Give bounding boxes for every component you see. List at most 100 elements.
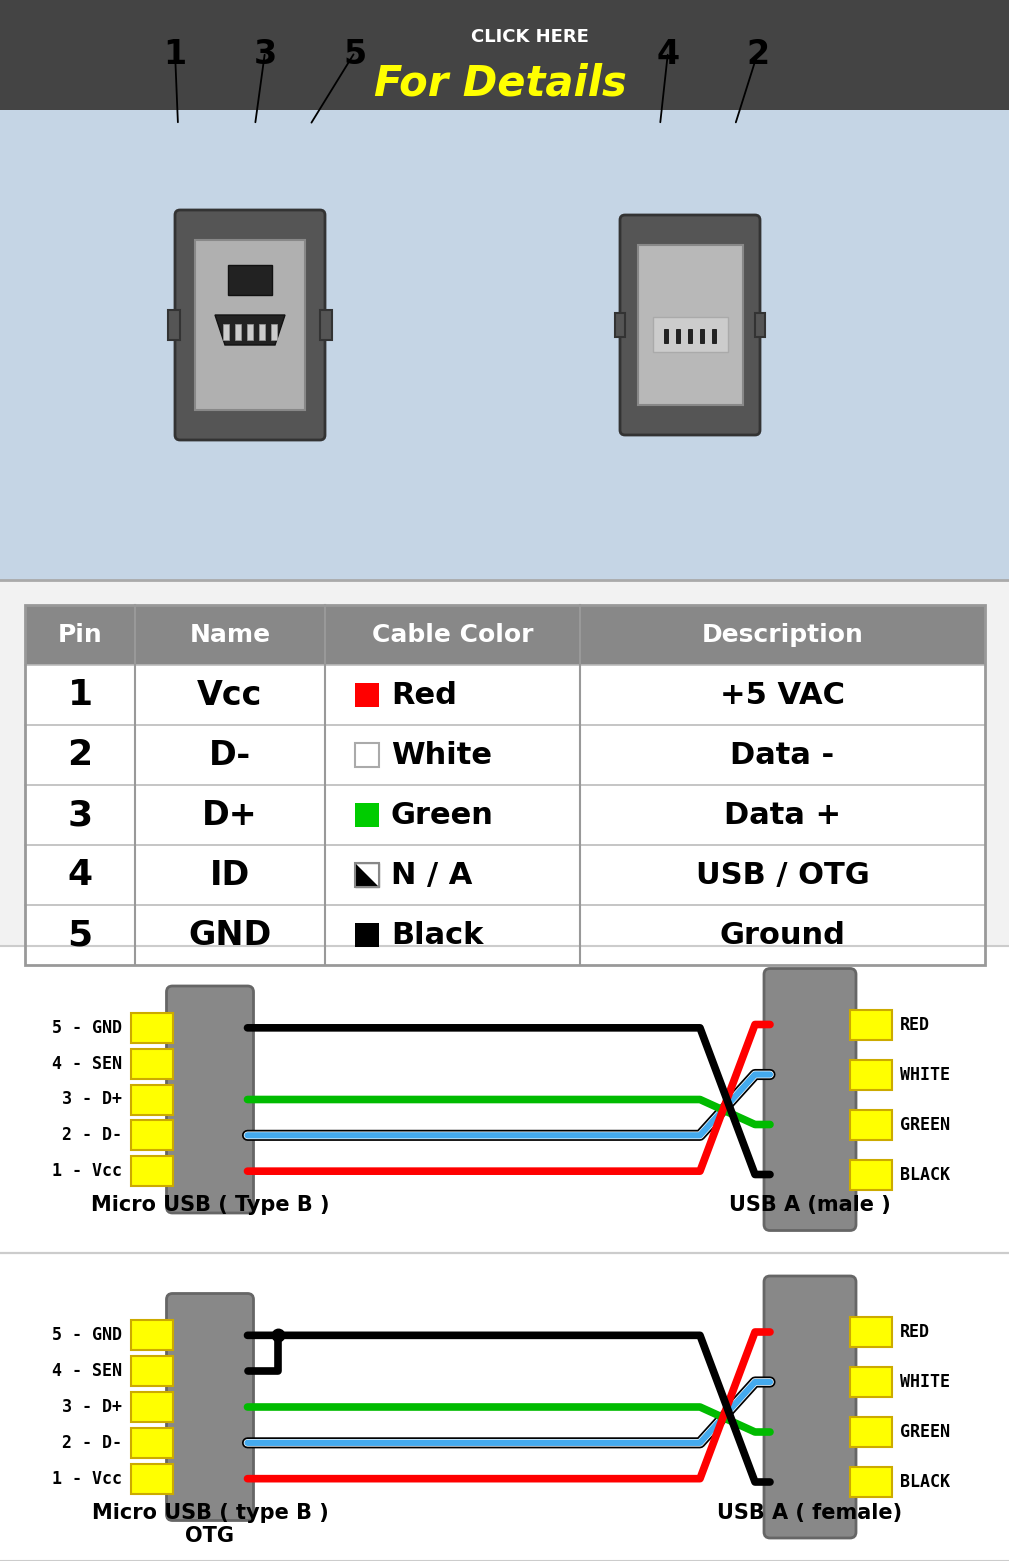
Text: 2: 2 xyxy=(747,37,770,70)
Bar xyxy=(355,802,379,827)
FancyBboxPatch shape xyxy=(764,968,856,1230)
Bar xyxy=(130,1121,173,1150)
Text: WHITE: WHITE xyxy=(900,1374,950,1391)
Bar xyxy=(0,946,1009,1253)
Text: D+: D+ xyxy=(202,799,258,832)
Text: OTG: OTG xyxy=(186,1527,234,1545)
Bar xyxy=(653,317,728,351)
Text: 4: 4 xyxy=(68,859,93,891)
Text: Vcc: Vcc xyxy=(198,679,262,712)
Bar xyxy=(355,923,379,948)
Bar xyxy=(235,325,241,340)
FancyBboxPatch shape xyxy=(620,215,760,436)
Text: 4 - SEN: 4 - SEN xyxy=(52,1363,122,1380)
Bar xyxy=(688,329,692,343)
Bar xyxy=(638,245,743,404)
Text: GND: GND xyxy=(189,918,271,952)
Polygon shape xyxy=(215,315,285,345)
Text: 3 - D+: 3 - D+ xyxy=(63,1399,122,1416)
FancyBboxPatch shape xyxy=(166,1294,253,1520)
Text: GREEN: GREEN xyxy=(900,1424,950,1441)
Bar xyxy=(130,1357,173,1386)
Text: BLACK: BLACK xyxy=(900,1166,950,1183)
Text: ID: ID xyxy=(210,859,250,891)
Bar xyxy=(25,905,985,965)
Bar xyxy=(712,329,716,343)
Bar xyxy=(850,1060,892,1090)
Bar xyxy=(0,109,1009,581)
Bar xyxy=(130,1464,173,1494)
FancyBboxPatch shape xyxy=(175,211,325,440)
Text: 5: 5 xyxy=(68,918,93,952)
Text: 1 - Vcc: 1 - Vcc xyxy=(52,1163,122,1180)
Text: For Details: For Details xyxy=(373,62,627,105)
Bar xyxy=(259,325,265,340)
Bar xyxy=(25,606,985,965)
Bar xyxy=(130,1157,173,1186)
Text: GREEN: GREEN xyxy=(900,1116,950,1133)
Text: CLICK HERE: CLICK HERE xyxy=(471,28,589,45)
Bar xyxy=(130,1428,173,1458)
Text: 4: 4 xyxy=(657,37,680,70)
Text: 2 - D-: 2 - D- xyxy=(63,1127,122,1144)
Text: Name: Name xyxy=(190,623,270,646)
Text: 2 - D-: 2 - D- xyxy=(63,1435,122,1452)
Text: White: White xyxy=(391,740,492,770)
Text: Pin: Pin xyxy=(58,623,102,646)
Bar xyxy=(130,1392,173,1422)
Text: Data +: Data + xyxy=(723,801,842,829)
Text: WHITE: WHITE xyxy=(900,1066,950,1083)
Bar xyxy=(700,329,704,343)
Text: 2: 2 xyxy=(68,738,93,773)
Bar xyxy=(850,1110,892,1140)
Text: 3: 3 xyxy=(253,37,276,70)
Bar xyxy=(850,1317,892,1347)
Text: RED: RED xyxy=(900,1324,930,1341)
Bar xyxy=(25,724,985,785)
Bar xyxy=(676,329,680,343)
Text: D-: D- xyxy=(209,738,251,771)
Text: Green: Green xyxy=(391,801,493,829)
Text: 1 - Vcc: 1 - Vcc xyxy=(52,1469,122,1488)
Bar xyxy=(664,329,668,343)
Text: 1: 1 xyxy=(163,37,187,70)
Bar xyxy=(25,665,985,724)
Bar xyxy=(25,606,985,665)
Text: Micro USB ( type B ): Micro USB ( type B ) xyxy=(92,1503,328,1524)
Bar xyxy=(0,1253,1009,1561)
Text: 3: 3 xyxy=(68,798,93,832)
Bar xyxy=(355,684,379,707)
Bar xyxy=(615,314,625,337)
Text: Black: Black xyxy=(391,921,483,949)
Text: Red: Red xyxy=(391,681,457,710)
Bar xyxy=(247,325,253,340)
Text: USB A ( female): USB A ( female) xyxy=(717,1503,903,1524)
Text: N / A: N / A xyxy=(391,860,472,890)
Text: Cable Color: Cable Color xyxy=(371,623,533,646)
Text: 1: 1 xyxy=(68,677,93,712)
Bar xyxy=(0,581,1009,946)
Bar xyxy=(355,743,379,766)
Bar xyxy=(195,240,305,411)
Text: 3 - D+: 3 - D+ xyxy=(63,1091,122,1108)
Bar xyxy=(228,265,272,295)
Bar xyxy=(0,0,1009,109)
Bar xyxy=(130,1085,173,1115)
Bar xyxy=(850,1160,892,1189)
Text: USB / OTG: USB / OTG xyxy=(695,860,870,890)
Bar xyxy=(271,325,277,340)
Bar xyxy=(755,314,765,337)
Text: Ground: Ground xyxy=(719,921,846,949)
Bar xyxy=(25,845,985,905)
Text: 4 - SEN: 4 - SEN xyxy=(52,1055,122,1072)
Text: Data -: Data - xyxy=(731,740,834,770)
Text: 5: 5 xyxy=(343,37,366,70)
Bar xyxy=(130,1013,173,1043)
Bar xyxy=(130,1049,173,1079)
Text: RED: RED xyxy=(900,1016,930,1033)
Bar xyxy=(850,1367,892,1397)
Bar xyxy=(355,863,379,887)
Bar xyxy=(850,1467,892,1497)
Bar xyxy=(130,1321,173,1350)
Bar xyxy=(850,1010,892,1040)
